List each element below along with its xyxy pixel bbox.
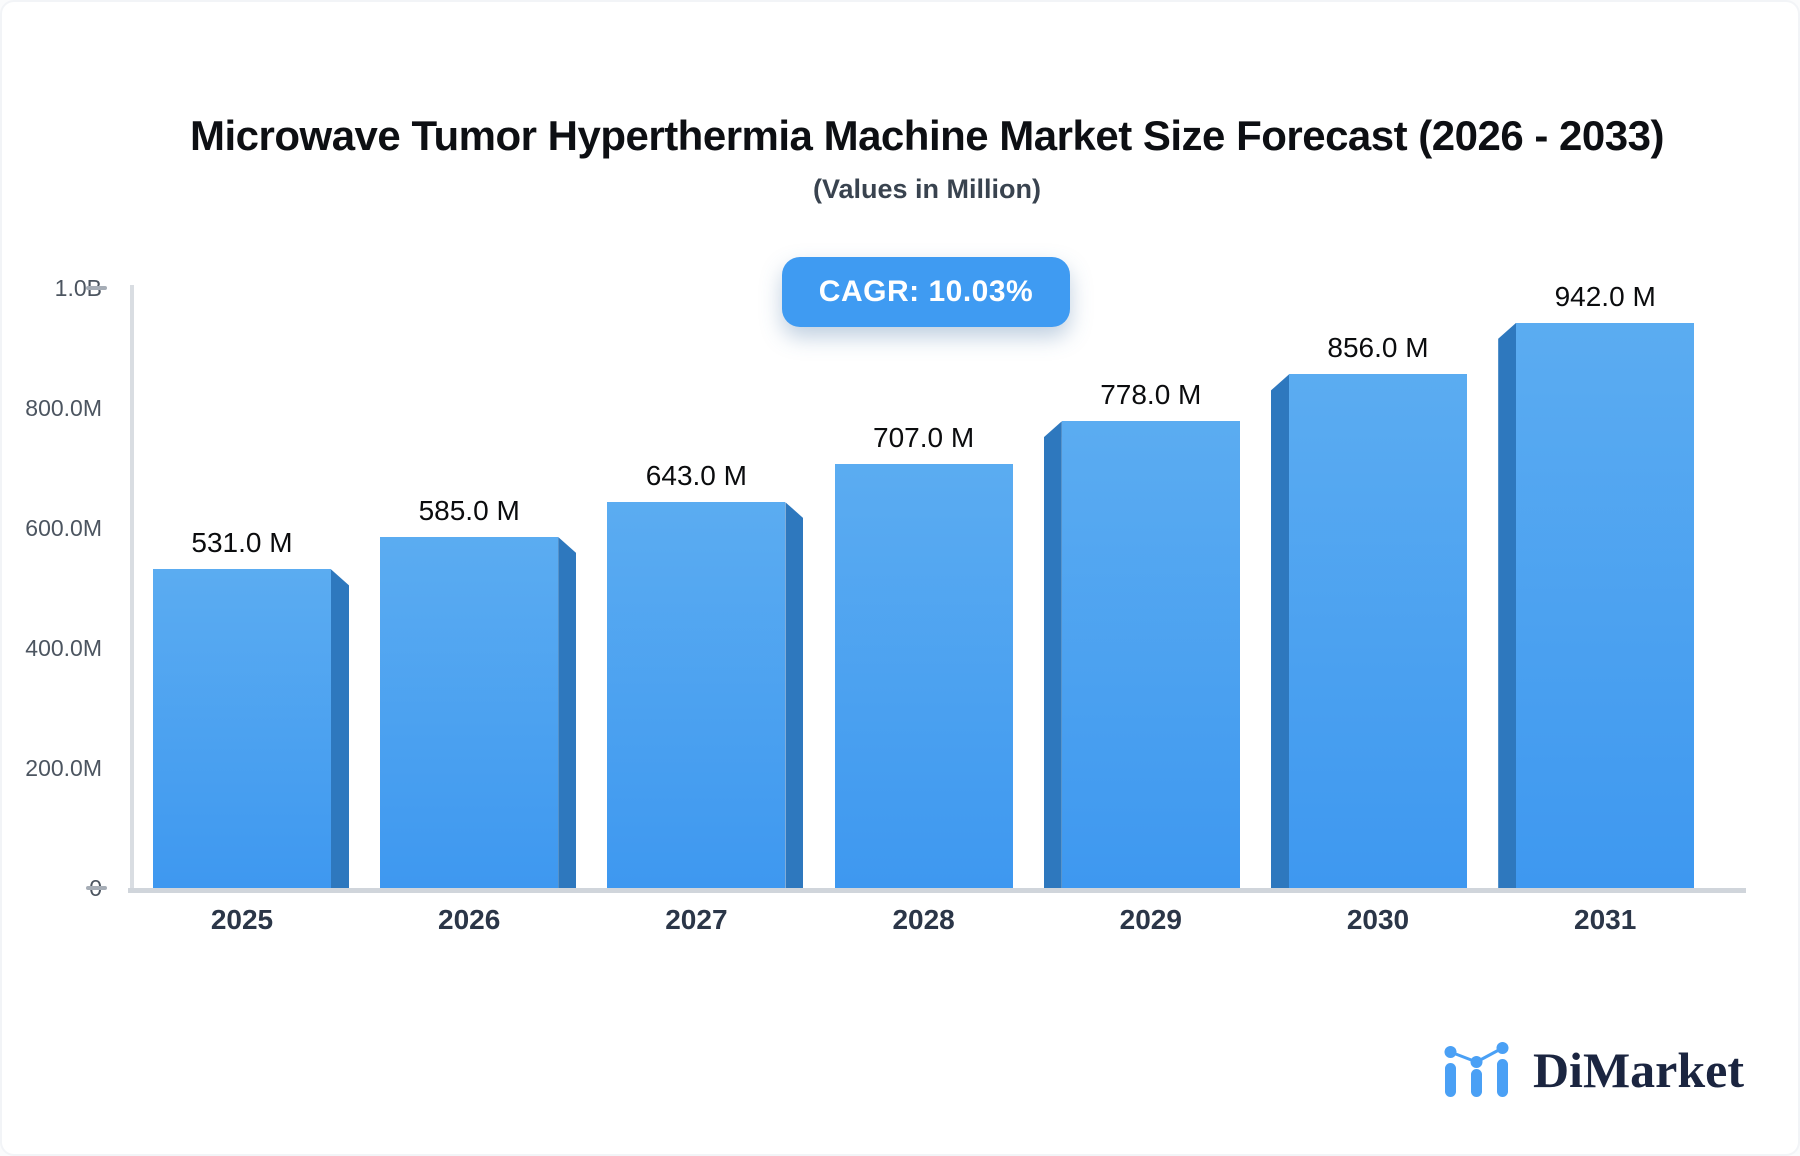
bar-2026 bbox=[380, 537, 559, 888]
bar-side-2026 bbox=[558, 537, 577, 888]
bar-2025 bbox=[153, 569, 331, 888]
bar-2030 bbox=[1289, 374, 1467, 888]
x-axis-label: 2026 bbox=[438, 904, 501, 935]
chart-title: Microwave Tumor Hyperthermia Machine Mar… bbox=[190, 112, 1664, 159]
brand-logo-text: DiMarket bbox=[1532, 1042, 1744, 1098]
x-axis-label: 2031 bbox=[1574, 904, 1637, 935]
bar-value-label: 707.0 M bbox=[873, 421, 975, 453]
x-axis-label: 2027 bbox=[665, 904, 728, 935]
bar-side-2029 bbox=[1043, 421, 1062, 888]
y-axis-tick bbox=[86, 886, 107, 890]
bar-side-2025 bbox=[331, 569, 349, 888]
y-axis-label: 600.0M bbox=[25, 515, 102, 541]
bar-2028 bbox=[834, 463, 1013, 888]
cagr-badge-label: CAGR: 10.03% bbox=[818, 275, 1034, 308]
bar-side-2027 bbox=[785, 502, 804, 888]
x-axis-label: 2025 bbox=[210, 904, 274, 935]
bar-value-label: 531.0 M bbox=[191, 527, 293, 559]
x-axis-baseline bbox=[128, 888, 1746, 893]
y-axis-label: 800.0M bbox=[25, 395, 102, 421]
bar-2029 bbox=[1061, 421, 1240, 888]
bar-value-label: 942.0 M bbox=[1554, 280, 1656, 312]
y-axis-line bbox=[130, 285, 134, 890]
mini-bar-chart-icon bbox=[1444, 1042, 1509, 1097]
y-axis-tick bbox=[86, 286, 107, 290]
cagr-badge: CAGR: 10.03% bbox=[782, 257, 1070, 327]
bar-2027 bbox=[607, 502, 786, 888]
brand-logo: DiMarket bbox=[1441, 1038, 1744, 1102]
chart-subtitle: (Values in Million) bbox=[812, 174, 1042, 204]
bar-value-label: 643.0 M bbox=[645, 460, 747, 492]
bar-2031 bbox=[1516, 322, 1695, 888]
bar-value-label: 585.0 M bbox=[418, 495, 520, 526]
x-axis-label: 2029 bbox=[1119, 904, 1182, 935]
bar-side-2030 bbox=[1271, 374, 1289, 888]
bar-value-label: 778.0 M bbox=[1100, 379, 1202, 411]
x-axis-label: 2030 bbox=[1346, 904, 1410, 935]
y-axis-label: 400.0M bbox=[25, 635, 102, 661]
bar-side-2031 bbox=[1498, 322, 1517, 888]
bar-value-label: 856.0 M bbox=[1327, 332, 1429, 364]
x-axis-label: 2028 bbox=[892, 904, 955, 935]
y-axis-label: 200.0M bbox=[25, 755, 102, 781]
